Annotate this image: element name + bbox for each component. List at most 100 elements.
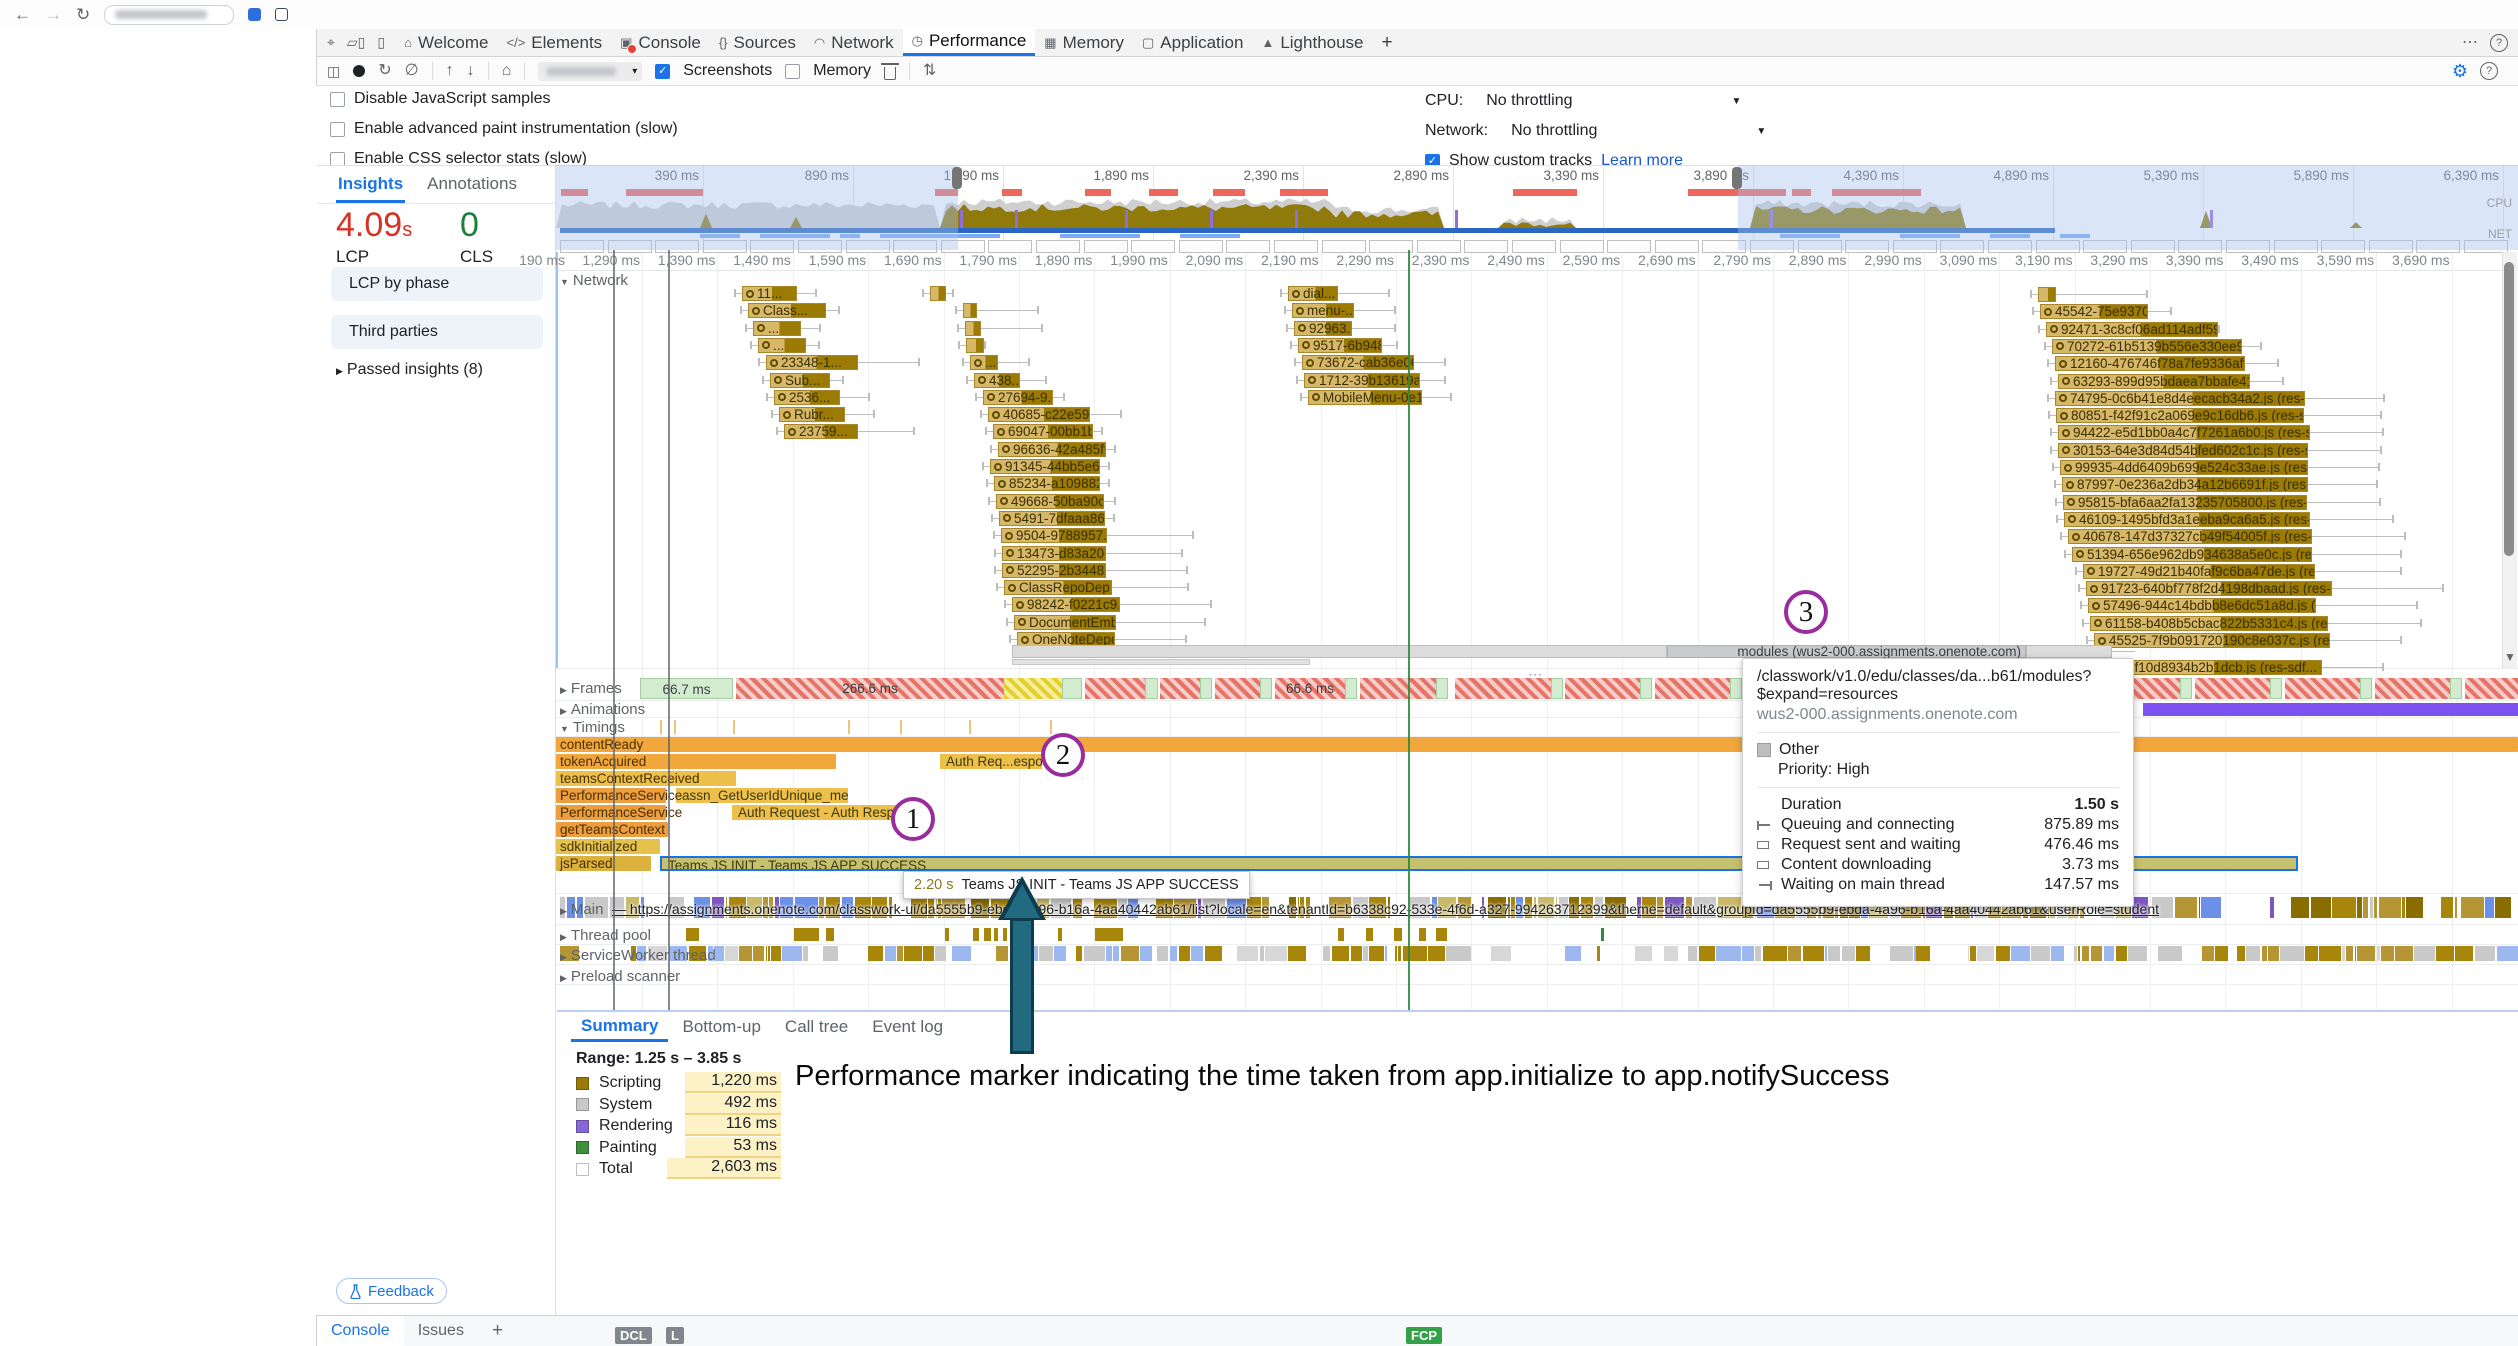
network-request-bar[interactable]: MobileMenu-0e12... <box>1308 389 1422 405</box>
network-request-bar[interactable]: Sub... <box>770 372 830 388</box>
tab-console[interactable]: ▣ Console <box>611 29 710 56</box>
tab-event-log[interactable]: Event log <box>872 1017 944 1036</box>
network-scrollbar-track[interactable] <box>2502 252 2517 668</box>
cpu-throttling-select[interactable]: No throttling <box>1486 92 1573 109</box>
network-request-bar[interactable]: ... <box>753 320 801 336</box>
filmstrip-thumbnail[interactable] <box>607 240 652 253</box>
setting-checkbox[interactable] <box>330 121 345 137</box>
network-request-bar[interactable] <box>930 286 946 301</box>
filmstrip-thumbnail[interactable] <box>893 240 938 253</box>
collapse-tracks-icon[interactable]: ⇅ <box>922 62 937 79</box>
memory-checkbox[interactable] <box>785 63 801 79</box>
network-request-bar[interactable]: 2536... <box>774 389 840 405</box>
passed-insights-toggle[interactable]: ▶ Passed insights (8) <box>336 361 483 378</box>
filmstrip-thumbnail[interactable] <box>2130 240 2175 253</box>
network-request-bar[interactable] <box>963 303 977 319</box>
minimap-window-handle-right[interactable] <box>1732 167 1742 189</box>
filmstrip-thumbnail[interactable] <box>1512 240 1556 253</box>
filmstrip-thumbnail[interactable] <box>1940 240 1985 253</box>
filmstrip-thumbnail[interactable] <box>2083 240 2128 253</box>
network-request-bar[interactable]: 94422-e5d1bb0a4c7f7261a6b0.js (res-sdf.c… <box>2058 425 2310 441</box>
home-icon[interactable]: ⌂ <box>501 62 512 79</box>
drawer-tab-console[interactable]: Console <box>317 1316 404 1346</box>
filmstrip-thumbnail[interactable] <box>702 240 747 253</box>
network-throttling-select[interactable]: No throttling <box>1511 122 1598 139</box>
filmstrip-thumbnail[interactable] <box>1559 240 1604 253</box>
scroll-down-arrow-icon[interactable]: ▼ <box>2504 650 2516 664</box>
network-request-bar[interactable]: 96636-42a485f9... <box>998 441 1106 457</box>
tab-welcome[interactable]: ⌂ Welcome <box>395 29 497 56</box>
filmstrip-thumbnail[interactable] <box>1036 240 1080 253</box>
network-request-bar[interactable]: ClassRepoDep... <box>1004 580 1112 596</box>
setting-checkbox[interactable] <box>330 91 345 107</box>
network-request-bar[interactable]: menu-... <box>1292 303 1354 319</box>
filmstrip-thumbnail[interactable] <box>1892 240 1937 253</box>
filmstrip-thumbnail[interactable] <box>1654 240 1699 253</box>
network-request-bar[interactable]: 49668-50ba90c... <box>996 493 1104 509</box>
network-request-bar[interactable] <box>966 337 984 353</box>
network-request-bar[interactable]: 23759... <box>784 424 858 440</box>
tab-sources[interactable]: {} Sources <box>710 29 805 56</box>
filmstrip-thumbnail[interactable] <box>798 240 842 253</box>
filmstrip-thumbnail[interactable] <box>1226 240 1271 253</box>
timing-marker-bar[interactable]: Auth Req...esponse <box>940 754 1042 769</box>
network-request-bar[interactable]: 70272-61b5139b556e330ee9fc.js (... <box>2052 338 2242 354</box>
network-request-bar[interactable] <box>965 320 981 336</box>
screenshots-checkbox[interactable]: ✓ <box>655 63 671 79</box>
network-request-bar[interactable]: 46109-1495bfd3a1eeba9ca6a5.js (res-sdf.c… <box>2064 511 2310 527</box>
network-request-bar[interactable]: 61158-b408b5cbac822b5331c4.js (res-sdf..… <box>2090 615 2328 631</box>
save-profile-icon[interactable]: ↓ <box>466 62 475 79</box>
track-thread-pool[interactable]: ▶ Thread pool <box>560 927 651 945</box>
network-request-bar[interactable]: 80851-f42f91c2a069e9c16db6.js (res-sdf.c… <box>2056 408 2304 424</box>
filmstrip-thumbnail[interactable] <box>988 240 1033 253</box>
load-profile-icon[interactable]: ↑ <box>445 62 454 79</box>
help-icon[interactable]: ? <box>2480 62 2498 80</box>
network-request-bar[interactable]: 27694-9... <box>983 389 1053 405</box>
network-request-bar[interactable]: 51394-656e962db934638a5e0c.js (res-sdf..… <box>2072 546 2312 562</box>
filmstrip-thumbnail[interactable] <box>1988 240 2032 253</box>
forward-button[interactable]: → <box>45 4 62 24</box>
insight-card-third-parties[interactable]: Third parties <box>331 315 543 349</box>
help-icon[interactable]: ? <box>2490 33 2508 52</box>
filmstrip-thumbnail[interactable] <box>1131 240 1176 253</box>
network-request-bar[interactable]: 95815-bfa6aa2fa13235705800.js (res-sdf.c… <box>2063 494 2307 510</box>
network-request-bar[interactable]: 1712-39b13619a6... <box>1304 372 1420 388</box>
track-service-worker[interactable]: ▶ ServiceWorker thread <box>560 947 716 965</box>
network-request-bar[interactable]: 13473-d83a20... <box>1002 545 1106 561</box>
timing-marker-bar[interactable]: assn_GetUserIdUnique_measure <box>676 788 848 803</box>
filmstrip-thumbnail[interactable] <box>655 240 700 253</box>
history-dropdown[interactable]: ▾ <box>538 61 643 81</box>
toggle-sidebar-icon[interactable]: ◫ <box>327 62 341 79</box>
network-request-bar[interactable]: 40678-147d37327cb49f54005f.js (res-sdf.c… <box>2068 529 2312 545</box>
filmstrip-thumbnail[interactable] <box>940 240 985 253</box>
track-timings[interactable]: ▼ Timings <box>560 719 625 737</box>
tab-elements[interactable]: </> Elements <box>498 29 612 56</box>
network-request-bar[interactable]: 69047-00bb1b... <box>993 424 1093 440</box>
network-request-bar[interactable]: 12160-476746f78a7fe9336aff.js (r... <box>2055 356 2245 372</box>
feedback-button[interactable]: Feedback <box>336 1278 447 1304</box>
filmstrip-thumbnail[interactable] <box>1750 240 1794 253</box>
filmstrip-thumbnail[interactable] <box>1321 240 1366 253</box>
dock-side-icon[interactable]: ▯ <box>377 34 386 50</box>
network-request-bar[interactable]: ... <box>758 337 806 353</box>
filmstrip-thumbnail[interactable] <box>750 240 795 253</box>
track-network[interactable]: ▼ Network <box>560 272 628 290</box>
more-tabs-button[interactable]: + <box>1381 31 1393 53</box>
network-request-bar[interactable]: 92963... <box>1294 320 1352 336</box>
network-request-bar[interactable]: 23348-1... <box>766 355 858 371</box>
network-request-bar[interactable]: 9504-9788957... <box>1001 528 1107 544</box>
network-request-bar[interactable]: ... <box>970 355 998 371</box>
clear-icon[interactable]: ∅ <box>404 62 419 79</box>
url-bar[interactable] <box>104 4 235 25</box>
filmstrip-thumbnail[interactable] <box>1702 240 1747 253</box>
filmstrip-thumbnail[interactable] <box>1178 240 1223 253</box>
minimap-window-handle-left[interactable] <box>952 167 962 189</box>
inspect-icon[interactable]: ⌖ <box>327 34 335 50</box>
network-request-bar[interactable]: 74795-0c6b41e8d4eecacb34a2.js (res-sdf.c… <box>2055 390 2305 406</box>
network-request-bar[interactable]: 438... <box>974 372 1020 388</box>
network-request-bar[interactable]: 85234-a109882... <box>994 476 1100 492</box>
network-request-bar[interactable]: 5491-7dfaaa86... <box>999 510 1105 526</box>
filmstrip-thumbnail[interactable] <box>2368 240 2413 253</box>
filmstrip-thumbnail[interactable] <box>1274 240 1318 253</box>
filmstrip-thumbnail[interactable] <box>1464 240 1509 253</box>
